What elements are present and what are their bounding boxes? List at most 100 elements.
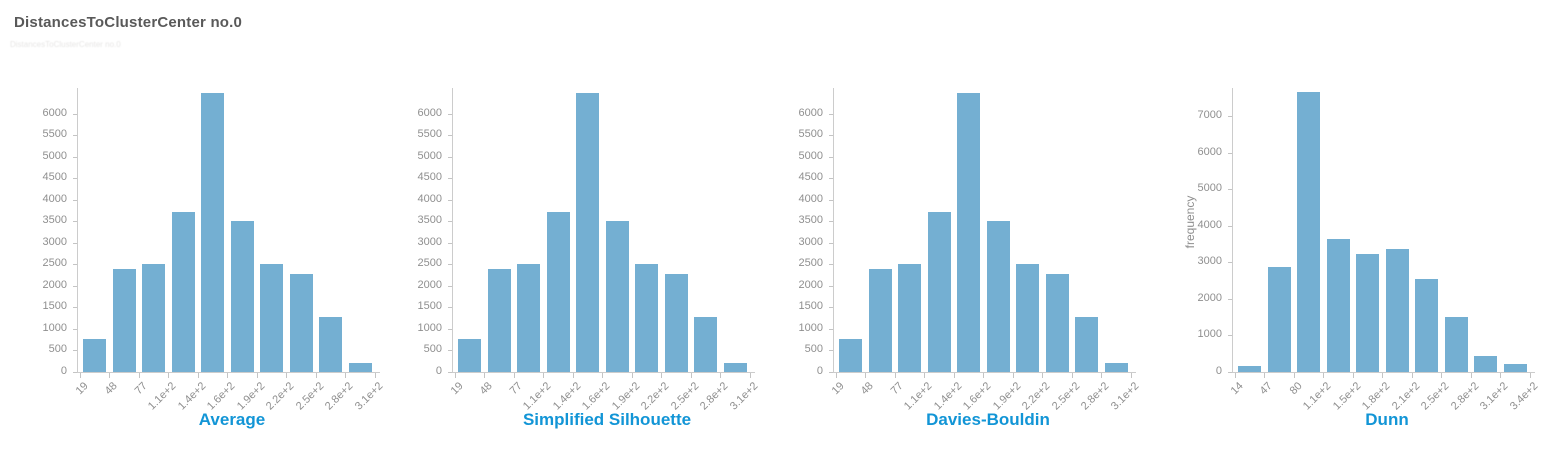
x-tick-mark (602, 373, 604, 378)
x-tick-label-text: 77 (507, 380, 525, 398)
histogram-bar (112, 268, 136, 372)
x-tick-mark (109, 373, 111, 378)
x-tick-mark (865, 373, 867, 378)
x-tick-mark (661, 373, 663, 378)
y-tick-mark (1228, 116, 1232, 118)
x-tick-label-text: 2.8e+2 (698, 380, 731, 413)
histogram-bar (1075, 317, 1098, 372)
y-tick-label: 4500 (798, 171, 823, 184)
histogram-bar (1474, 356, 1497, 372)
histogram-bar (986, 221, 1010, 372)
y-tick-label: 3500 (798, 214, 823, 227)
y-tick-mark (829, 113, 833, 115)
y-tick-label: 1000 (1197, 328, 1222, 341)
y-tick-label: 5000 (417, 149, 442, 162)
y-tick-mark (829, 156, 833, 158)
y-tick-label: 5000 (1197, 182, 1222, 195)
x-tick-label-text: 19 (829, 380, 847, 398)
x-tick-label-text: 1.5e+2 (1330, 380, 1364, 413)
x-tick-mark (286, 373, 288, 378)
y-tick-label: 4500 (42, 171, 67, 184)
y-tick-mark (1228, 189, 1232, 191)
histogram-bar (142, 264, 165, 372)
x-tick-label-text: 3.1e+2 (1108, 380, 1142, 413)
x-tick-label-text: 1.4e+2 (931, 380, 965, 413)
x-tick-mark (1012, 373, 1014, 378)
histogram-bar (1238, 366, 1261, 372)
y-tick-label: 4000 (42, 192, 67, 205)
y-axis-line (452, 88, 453, 372)
x-tick-label-text: 77 (132, 380, 150, 398)
chart-caption-davies-bouldin: Davies-Bouldin (926, 410, 1050, 429)
x-tick-mark (953, 373, 955, 378)
y-tick-mark (829, 178, 833, 180)
y-tick-label: 1500 (798, 300, 823, 313)
x-tick-label-text: 1.6e+2 (205, 380, 238, 413)
x-tick-label-text: 1.9e+2 (990, 380, 1024, 413)
histogram-bar (839, 339, 862, 372)
x-tick-label-text: 3.1e+2 (727, 380, 761, 413)
y-tick-mark (448, 328, 452, 330)
y-tick-label: 0 (1215, 365, 1222, 377)
y-tick-label: 2000 (798, 278, 823, 291)
y-tick-label: 5500 (42, 128, 67, 141)
histogram-bar (664, 273, 688, 372)
y-tick-mark (1228, 372, 1232, 373)
faded-subtitle-artifact: DistancesToClusterCenter no.0 (10, 40, 121, 49)
y-tick-label: 7000 (1197, 109, 1222, 122)
x-tick-label-text: 1.6e+2 (961, 380, 994, 413)
histogram-bar (868, 268, 892, 372)
y-tick-label: 500 (423, 343, 442, 356)
y-tick-label: 6000 (417, 106, 442, 119)
y-tick-mark (829, 242, 833, 244)
x-tick-mark (1071, 373, 1073, 378)
x-tick-label-text: 2.5e+2 (1419, 380, 1452, 413)
x-tick-mark (835, 373, 837, 378)
x-tick-mark (315, 373, 317, 378)
x-tick-mark (168, 373, 170, 378)
x-tick-mark (1323, 373, 1325, 378)
x-tick-mark (1411, 373, 1413, 378)
y-tick-label: 3000 (798, 235, 823, 248)
x-tick-mark (1382, 373, 1384, 378)
histogram-bar (576, 93, 599, 372)
x-tick-mark (1101, 373, 1103, 378)
y-tick-mark (829, 372, 833, 373)
y-axis-line (833, 88, 834, 372)
x-tick-label-text: 1.1e+2 (1301, 380, 1334, 413)
histogram-average: Average 0 500 1000 1500 2000 2500 3000 3500 4000… (10, 0, 402, 460)
y-tick-label: 5000 (798, 149, 823, 162)
y-tick-mark (448, 221, 452, 223)
histogram-bar (1503, 364, 1527, 372)
y-tick-label: 2000 (42, 278, 67, 291)
histogram-bar (319, 317, 342, 372)
x-tick-label-text: 77 (888, 380, 906, 398)
chart-caption-simplified-silhouette: Simplified Silhouette (522, 410, 692, 429)
x-tick-label-text: 1.8e+2 (1360, 380, 1393, 413)
y-axis-line (77, 88, 78, 372)
x-tick-mark (345, 373, 347, 378)
y-tick-label: 5500 (417, 128, 442, 141)
x-tick-mark (513, 373, 515, 378)
x-tick-label-text: 19 (448, 380, 466, 398)
x-tick-label-text: 14 (1228, 380, 1246, 398)
y-tick-mark (829, 199, 833, 201)
y-tick-label: 500 (48, 343, 67, 356)
x-tick-label-text: 1.1e+2 (521, 380, 554, 413)
y-tick-mark (73, 264, 77, 266)
x-tick-label-text: 1.6e+2 (580, 380, 613, 413)
y-tick-mark (73, 350, 77, 352)
y-tick-mark (448, 156, 452, 158)
y-tick-mark (448, 242, 452, 244)
histogram-bar (348, 363, 372, 372)
y-tick-mark (829, 350, 833, 352)
x-tick-mark (1293, 373, 1295, 378)
histogram-bar (487, 268, 511, 372)
y-tick-mark (448, 178, 452, 180)
x-tick-label-text: 1.4e+2 (175, 380, 209, 413)
histogram-davies-bouldin: Davies-Bouldin 0 500 1000 1500 2000 2500 3000 3… (766, 0, 1158, 460)
x-tick-label-text: 3.4e+2 (1507, 380, 1541, 413)
histogram-bar (927, 211, 951, 372)
histogram-bar (1104, 363, 1128, 372)
y-tick-label: 6000 (798, 106, 823, 119)
